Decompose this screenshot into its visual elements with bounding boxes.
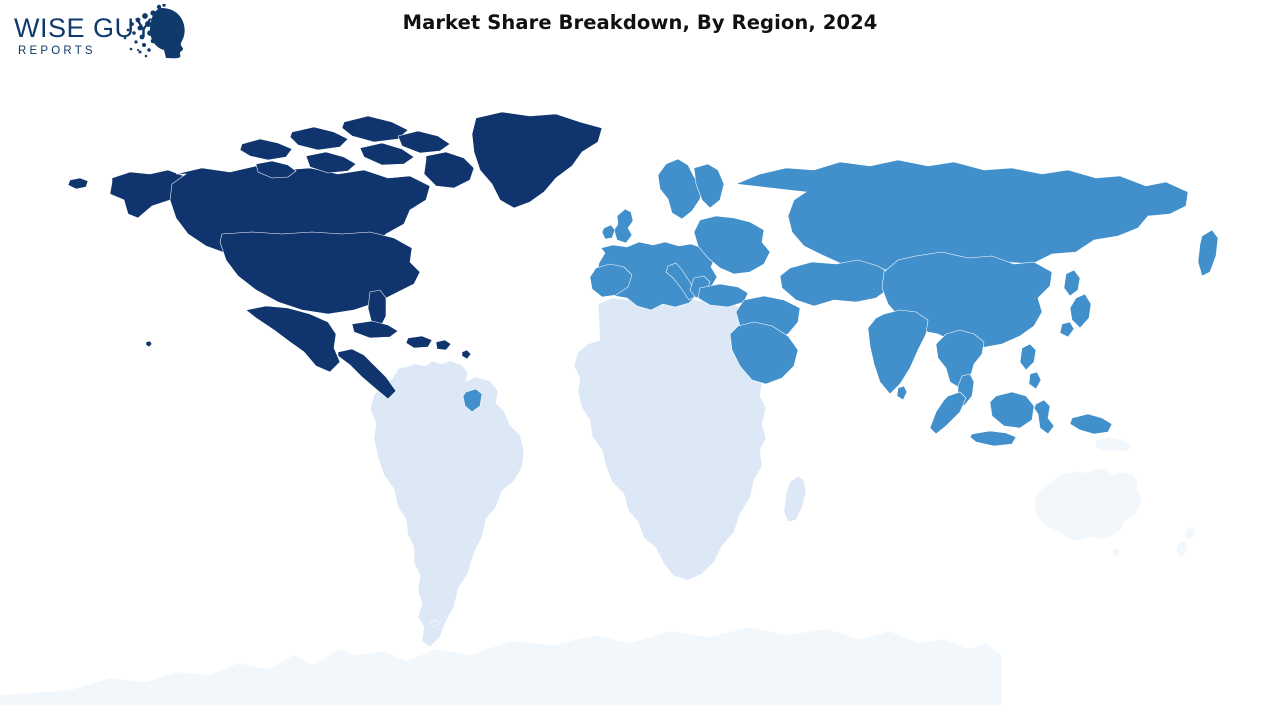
region-south-america[interactable] — [369, 360, 525, 648]
logo-artwork: WISE GUY REPORTS — [14, 3, 185, 59]
wise-guy-reports-logo: WISE GUY REPORTS — [12, 3, 202, 60]
logo-wordmark-group: WISE GUY REPORTS — [14, 13, 153, 57]
region-accent-guiana[interactable] — [462, 388, 483, 413]
logo-primary-text: WISE GUY — [14, 13, 153, 43]
region-russia-asia[interactable] — [734, 159, 1219, 447]
region-europe[interactable] — [589, 158, 771, 311]
region-middle-east[interactable] — [697, 283, 801, 385]
logo-secondary-text: REPORTS — [18, 45, 96, 57]
region-north-america[interactable] — [67, 111, 603, 400]
region-antarctica[interactable] — [0, 626, 1003, 706]
choropleth-world-map — [0, 111, 1219, 706]
region-oceania[interactable] — [1033, 436, 1196, 559]
logo-head-profile-icon — [123, 3, 185, 59]
page-title: Market Share Breakdown, By Region, 2024 — [402, 11, 878, 34]
region-africa[interactable] — [573, 295, 807, 581]
world-map-container — [0, 52, 1280, 720]
